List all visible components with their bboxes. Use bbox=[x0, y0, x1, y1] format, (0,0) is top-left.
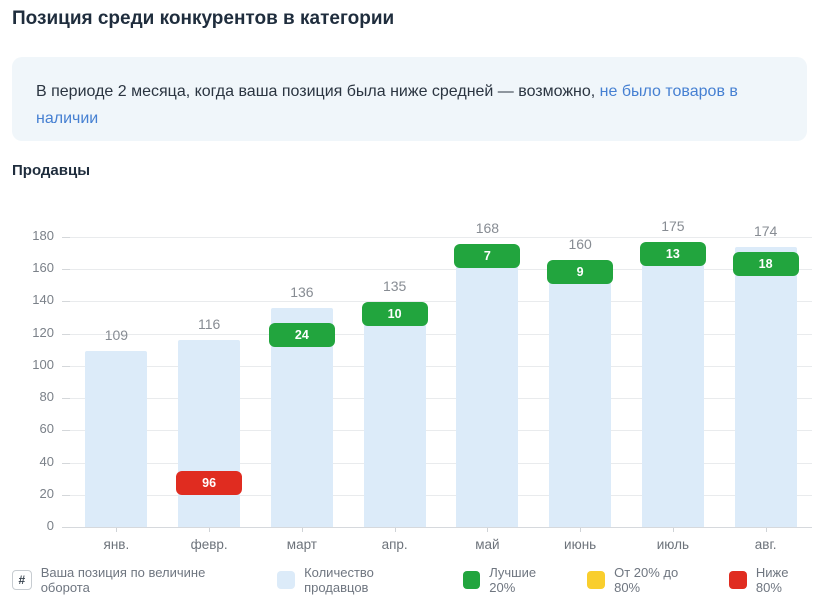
x-axis-label: июль bbox=[656, 537, 690, 552]
chart-legend: # Ваша позиция по величине оборота Количес… bbox=[12, 565, 817, 595]
x-axis-tick bbox=[580, 527, 582, 532]
position-badge[interactable]: 96 bbox=[176, 470, 243, 495]
x-axis-tick bbox=[487, 527, 489, 532]
seller-count-bar[interactable] bbox=[363, 309, 426, 527]
x-axis-tick bbox=[672, 527, 674, 532]
bar-value-label: 160 bbox=[568, 235, 592, 252]
position-badge[interactable]: 9 bbox=[547, 259, 614, 284]
y-axis-tick bbox=[62, 237, 70, 238]
x-axis-label: февр. bbox=[190, 537, 228, 552]
gridline-180 bbox=[70, 237, 812, 238]
seller-count-bar[interactable] bbox=[641, 245, 704, 527]
legend-item-below-80[interactable]: Ниже 80% bbox=[729, 565, 817, 595]
y-axis-tick bbox=[62, 527, 70, 528]
bar-value-label: 116 bbox=[197, 316, 221, 333]
y-axis-label: 160 bbox=[32, 260, 54, 276]
position-badge[interactable]: 18 bbox=[732, 251, 799, 276]
position-badge[interactable]: 24 bbox=[268, 322, 335, 347]
seller-count-bar[interactable] bbox=[85, 351, 148, 527]
position-hash-icon: # bbox=[12, 570, 32, 590]
legend-item-your-position[interactable]: # Ваша позиция по величине оборота bbox=[12, 565, 254, 595]
legend-label: Лучшие 20% bbox=[489, 565, 537, 595]
x-axis-label: янв. bbox=[103, 537, 130, 552]
banner-text: В периоде 2 месяца, когда ваша позиция б… bbox=[36, 83, 600, 100]
x-axis-label: март bbox=[286, 537, 317, 552]
x-axis-label: апр. bbox=[381, 537, 408, 552]
gridline-80 bbox=[70, 398, 812, 400]
page-title: Позиция среди конкурентов в категории bbox=[12, 8, 395, 29]
y-axis-tick bbox=[62, 494, 70, 496]
seller-count-bar[interactable] bbox=[456, 256, 519, 527]
gridline-100 bbox=[70, 365, 812, 367]
legend-label: Ниже 80% bbox=[755, 565, 789, 595]
x-axis-tick bbox=[301, 527, 303, 532]
gridline-0 bbox=[70, 527, 812, 528]
gridline-40 bbox=[70, 462, 812, 464]
y-axis-label: 140 bbox=[32, 292, 54, 308]
x-axis-tick bbox=[116, 527, 118, 532]
gridline-140 bbox=[70, 301, 812, 303]
seller-count-bar[interactable] bbox=[549, 269, 612, 527]
info-banner: В периоде 2 месяца, когда ваша позиция б… bbox=[12, 57, 807, 141]
gridline-20 bbox=[70, 494, 812, 496]
y-axis-label: 0 bbox=[46, 518, 54, 533]
y-axis-tick bbox=[62, 365, 70, 367]
y-axis-label: 80 bbox=[39, 389, 54, 405]
y-axis-tick bbox=[62, 301, 70, 303]
position-badge[interactable]: 10 bbox=[361, 301, 428, 326]
y-axis-label: 120 bbox=[32, 324, 54, 340]
legend-label: От 20% до 80% bbox=[614, 565, 679, 595]
legend-item-from-20-to-80[interactable]: От 20% до 80% bbox=[587, 565, 706, 595]
no-stock-link[interactable]: не было товаров в наличии bbox=[36, 83, 738, 127]
legend-swatch-sellers-count bbox=[277, 571, 296, 589]
bar-value-label: 136 bbox=[290, 283, 314, 300]
y-axis-label: 60 bbox=[39, 421, 54, 437]
y-axis-tick bbox=[62, 398, 70, 400]
y-axis-tick bbox=[62, 333, 70, 335]
bar-value-label: 175 bbox=[661, 218, 685, 234]
y-axis-label: 20 bbox=[39, 485, 54, 501]
y-axis-label: 180 bbox=[32, 228, 54, 243]
gridline-120 bbox=[70, 333, 812, 335]
y-axis-tick bbox=[62, 269, 70, 271]
seller-count-bar[interactable] bbox=[734, 246, 797, 527]
x-axis-label: авг. bbox=[754, 537, 777, 552]
gridline-60 bbox=[70, 430, 812, 432]
position-badge[interactable]: 7 bbox=[454, 243, 521, 268]
x-axis-tick bbox=[765, 527, 767, 532]
gridline-160 bbox=[70, 269, 812, 271]
y-axis-tick bbox=[62, 430, 70, 432]
bar-value-label: 135 bbox=[382, 277, 407, 294]
legend-swatch-top-20 bbox=[462, 571, 481, 589]
bar-value-label: 109 bbox=[104, 327, 129, 344]
x-axis-tick bbox=[209, 527, 211, 532]
legend-item-top-20[interactable]: Лучшие 20% bbox=[462, 565, 565, 595]
legend-swatch-from-20-to-80 bbox=[587, 571, 606, 589]
seller-count-bar[interactable] bbox=[178, 340, 241, 527]
bar-value-label: 174 bbox=[753, 222, 778, 239]
bar-value-label: 168 bbox=[475, 219, 500, 236]
position-badge[interactable]: 13 bbox=[639, 242, 706, 266]
y-axis-label: 100 bbox=[32, 356, 54, 372]
x-axis-label: июнь bbox=[564, 537, 597, 552]
x-axis-label: май bbox=[475, 537, 500, 552]
legend-swatch-below-80 bbox=[729, 571, 747, 589]
legend-item-sellers-count[interactable]: Количество продавцов bbox=[277, 565, 439, 595]
section-title: Продавцы bbox=[12, 162, 91, 179]
x-axis-tick bbox=[394, 527, 396, 532]
legend-label: Количество продавцов bbox=[304, 565, 374, 595]
y-axis-label: 40 bbox=[39, 453, 54, 469]
sellers-chart: 0 20 40 60 80 100 120 140 160 180 109 янв. 96 116 февр… bbox=[0, 200, 829, 556]
legend-label: Ваша позиция по величине оборота bbox=[40, 565, 206, 595]
y-axis-tick bbox=[62, 462, 70, 464]
